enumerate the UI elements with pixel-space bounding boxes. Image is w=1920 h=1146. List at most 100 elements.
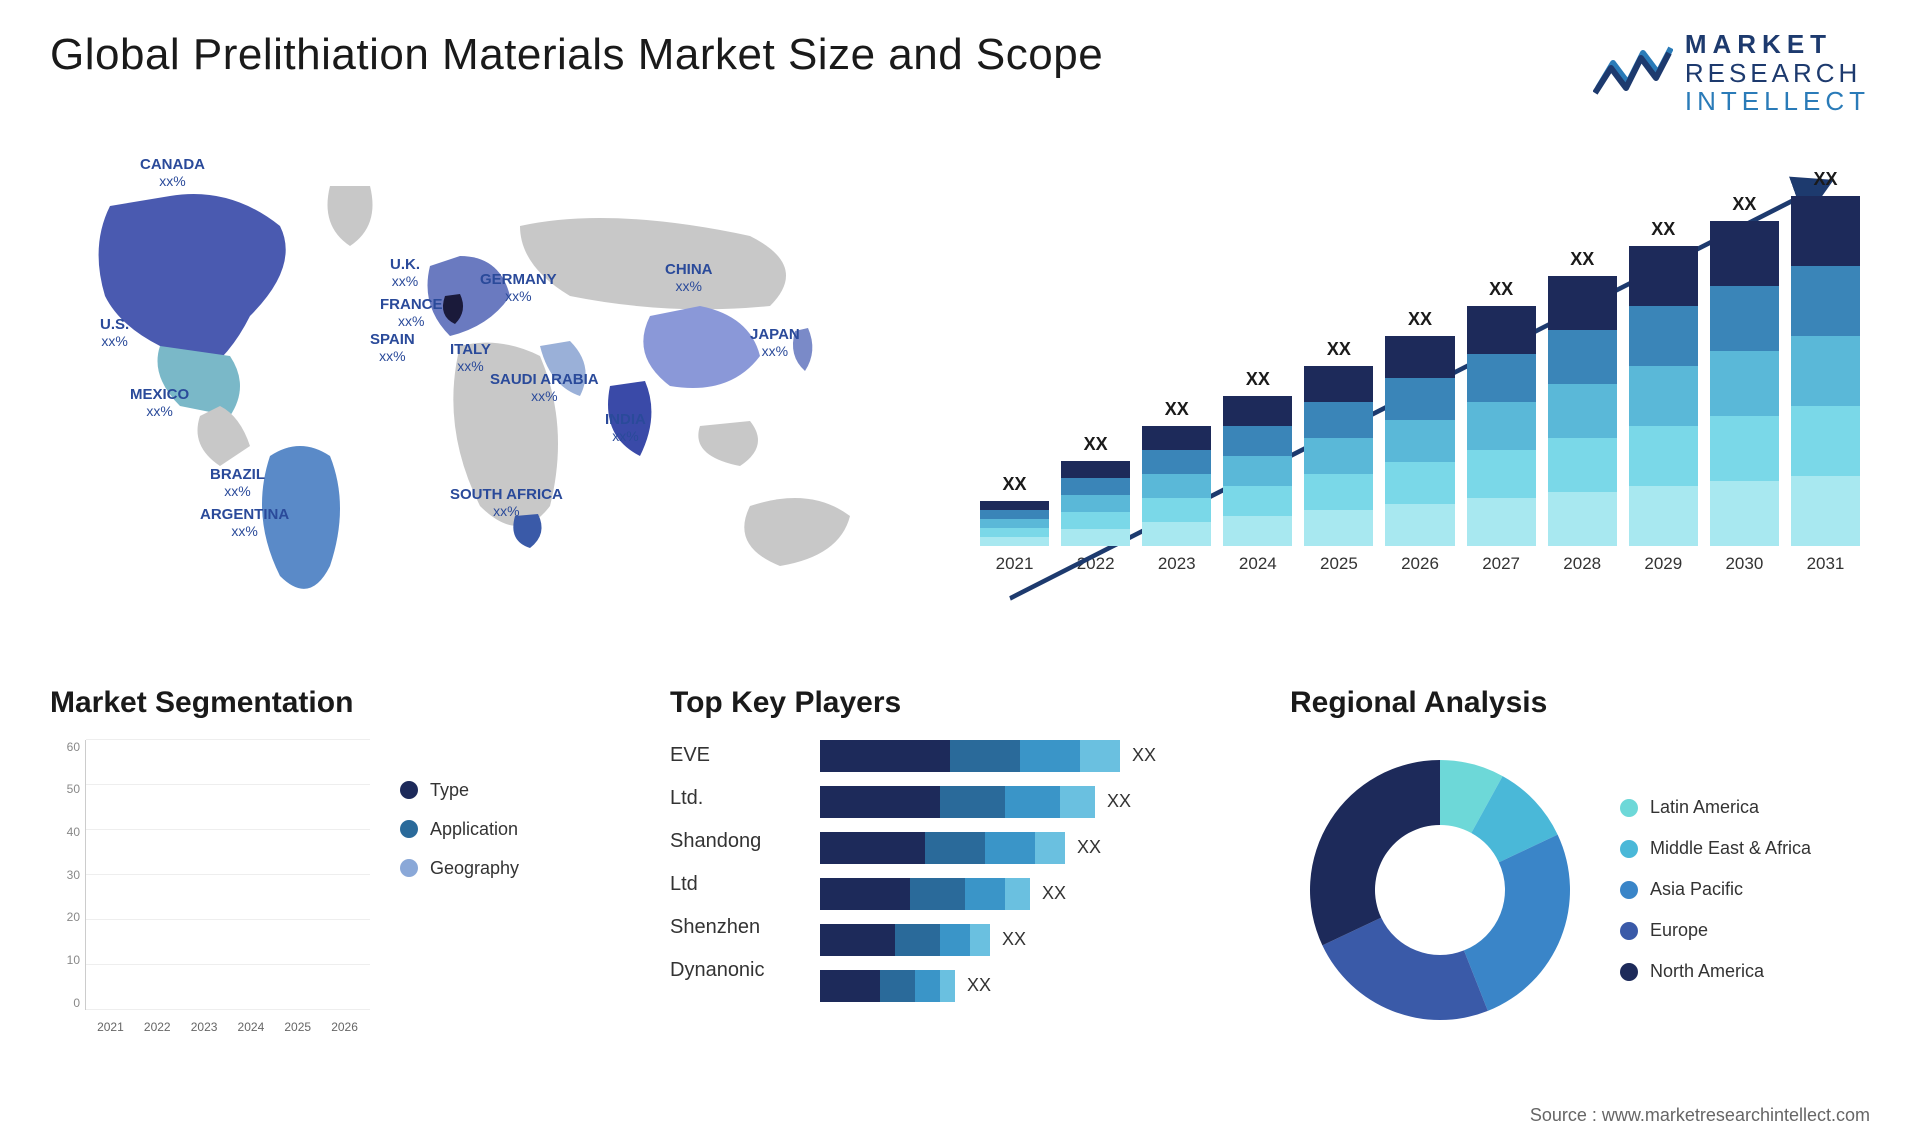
growth-bar-2024: XX xyxy=(1223,369,1292,546)
key-players-bars: XX XX XX XX XX XX xyxy=(820,740,1250,1002)
kp-bar-row: XX xyxy=(820,924,1250,956)
map-label-italy: ITALYxx% xyxy=(450,341,491,376)
segmentation-legend: Type Application Geography xyxy=(400,740,519,1040)
seg-year-label: 2022 xyxy=(138,1014,177,1040)
key-players-labels: EVELtd.ShandongLtdShenzhenDynanonic xyxy=(670,740,800,1002)
growth-bar-2030: XX xyxy=(1710,194,1779,546)
growth-year-label: 2026 xyxy=(1385,554,1454,574)
growth-value-label: XX xyxy=(1651,219,1675,240)
regional-legend-item: Middle East & Africa xyxy=(1620,838,1811,859)
map-label-germany: GERMANYxx% xyxy=(480,271,557,306)
world-map-panel: CANADAxx% U.S.xx% MEXICOxx% BRAZILxx% ARGENT… xyxy=(50,146,930,646)
segmentation-panel: Market Segmentation 6050403020100 202120… xyxy=(50,686,630,1040)
growth-value-label: XX xyxy=(1408,309,1432,330)
growth-year-label: 2029 xyxy=(1629,554,1698,574)
map-label-canada: CANADAxx% xyxy=(140,156,205,191)
kp-bar-row: XX xyxy=(820,970,1250,1002)
growth-value-label: XX xyxy=(1003,474,1027,495)
growth-bar-2026: XX xyxy=(1385,309,1454,546)
page-title: Global Prelithiation Materials Market Si… xyxy=(50,30,1103,80)
seg-year-label: 2024 xyxy=(231,1014,270,1040)
map-label-france: FRANCExx% xyxy=(380,296,443,331)
seg-legend-item: Type xyxy=(400,780,519,801)
growth-year-label: 2024 xyxy=(1223,554,1292,574)
brand-logo: MARKET RESEARCH INTELLECT xyxy=(1593,30,1870,116)
growth-bar-2023: XX xyxy=(1142,399,1211,546)
map-label-saudiarabia: SAUDI ARABIAxx% xyxy=(490,371,599,406)
growth-year-label: 2021 xyxy=(980,554,1049,574)
seg-year-label: 2025 xyxy=(278,1014,317,1040)
logo-text-3: INTELLECT xyxy=(1685,87,1870,116)
kp-value-label: XX xyxy=(1132,745,1156,766)
map-label-china: CHINAxx% xyxy=(665,261,713,296)
kp-value-label: XX xyxy=(967,975,991,996)
growth-bar-2021: XX xyxy=(980,474,1049,546)
kp-value-label: XX xyxy=(1077,837,1101,858)
source-attribution: Source : www.marketresearchintellect.com xyxy=(1530,1105,1870,1126)
kp-label: EVE xyxy=(670,744,800,767)
kp-value-label: XX xyxy=(1002,929,1026,950)
regional-legend-item: Asia Pacific xyxy=(1620,879,1811,900)
kp-label: Shandong xyxy=(670,830,800,853)
growth-value-label: XX xyxy=(1732,194,1756,215)
seg-legend-item: Application xyxy=(400,819,519,840)
growth-year-label: 2022 xyxy=(1061,554,1130,574)
kp-value-label: XX xyxy=(1042,883,1066,904)
map-label-us: U.S.xx% xyxy=(100,316,129,351)
regional-legend-item: Europe xyxy=(1620,920,1811,941)
seg-year-label: 2026 xyxy=(325,1014,364,1040)
growth-year-label: 2025 xyxy=(1304,554,1373,574)
growth-year-label: 2031 xyxy=(1791,554,1860,574)
map-label-argentina: ARGENTINAxx% xyxy=(200,506,289,541)
map-label-japan: JAPANxx% xyxy=(750,326,800,361)
map-label-india: INDIAxx% xyxy=(605,411,646,446)
kp-label: Ltd xyxy=(670,873,800,896)
growth-year-label: 2027 xyxy=(1467,554,1536,574)
growth-value-label: XX xyxy=(1813,169,1837,190)
regional-legend-item: Latin America xyxy=(1620,797,1811,818)
key-players-title: Top Key Players xyxy=(670,686,1250,720)
kp-bar-row: XX xyxy=(820,786,1250,818)
growth-value-label: XX xyxy=(1489,279,1513,300)
growth-value-label: XX xyxy=(1084,434,1108,455)
kp-label: Ltd. xyxy=(670,787,800,810)
growth-year-label: 2030 xyxy=(1710,554,1779,574)
map-label-spain: SPAINxx% xyxy=(370,331,415,366)
logo-text-1: MARKET xyxy=(1685,30,1870,59)
growth-value-label: XX xyxy=(1165,399,1189,420)
regional-panel: Regional Analysis Latin America Middle Ea… xyxy=(1290,686,1870,1040)
segmentation-chart: 6050403020100 202120222023202420252026 xyxy=(50,740,370,1040)
donut-slice-asia-pacific xyxy=(1464,834,1570,1010)
key-players-panel: Top Key Players EVELtd.ShandongLtdShenzh… xyxy=(670,686,1250,1040)
map-label-southafrica: SOUTH AFRICAxx% xyxy=(450,486,563,521)
seg-year-label: 2023 xyxy=(185,1014,224,1040)
seg-legend-item: Geography xyxy=(400,858,519,879)
growth-bar-2025: XX xyxy=(1304,339,1373,546)
growth-value-label: XX xyxy=(1570,249,1594,270)
logo-mark-icon xyxy=(1593,43,1673,103)
growth-year-label: 2028 xyxy=(1548,554,1617,574)
kp-bar-row: XX xyxy=(820,832,1250,864)
map-label-uk: U.K.xx% xyxy=(390,256,420,291)
growth-bar-2027: XX xyxy=(1467,279,1536,546)
kp-bar-row: XX xyxy=(820,740,1250,772)
regional-title: Regional Analysis xyxy=(1290,686,1870,720)
regional-legend: Latin America Middle East & Africa Asia Pa… xyxy=(1620,797,1811,982)
growth-value-label: XX xyxy=(1327,339,1351,360)
map-label-mexico: MEXICOxx% xyxy=(130,386,189,421)
kp-value-label: XX xyxy=(1107,791,1131,812)
growth-bar-2029: XX xyxy=(1629,219,1698,546)
growth-bar-2022: XX xyxy=(1061,434,1130,546)
regional-legend-item: North America xyxy=(1620,961,1811,982)
growth-bar-2031: XX xyxy=(1791,169,1860,546)
donut-slice-north-america xyxy=(1310,760,1440,945)
growth-year-label: 2023 xyxy=(1142,554,1211,574)
kp-bar-row: XX xyxy=(820,878,1250,910)
regional-donut xyxy=(1290,740,1590,1040)
growth-value-label: XX xyxy=(1246,369,1270,390)
segmentation-title: Market Segmentation xyxy=(50,686,630,720)
logo-text-2: RESEARCH xyxy=(1685,59,1870,88)
growth-chart-panel: XX XX XX XX XX XX XX XX XX XX XX 2021 2022 2023 2024 2… xyxy=(970,146,1870,646)
map-label-brazil: BRAZILxx% xyxy=(210,466,265,501)
kp-label: Dynanonic xyxy=(670,959,800,982)
